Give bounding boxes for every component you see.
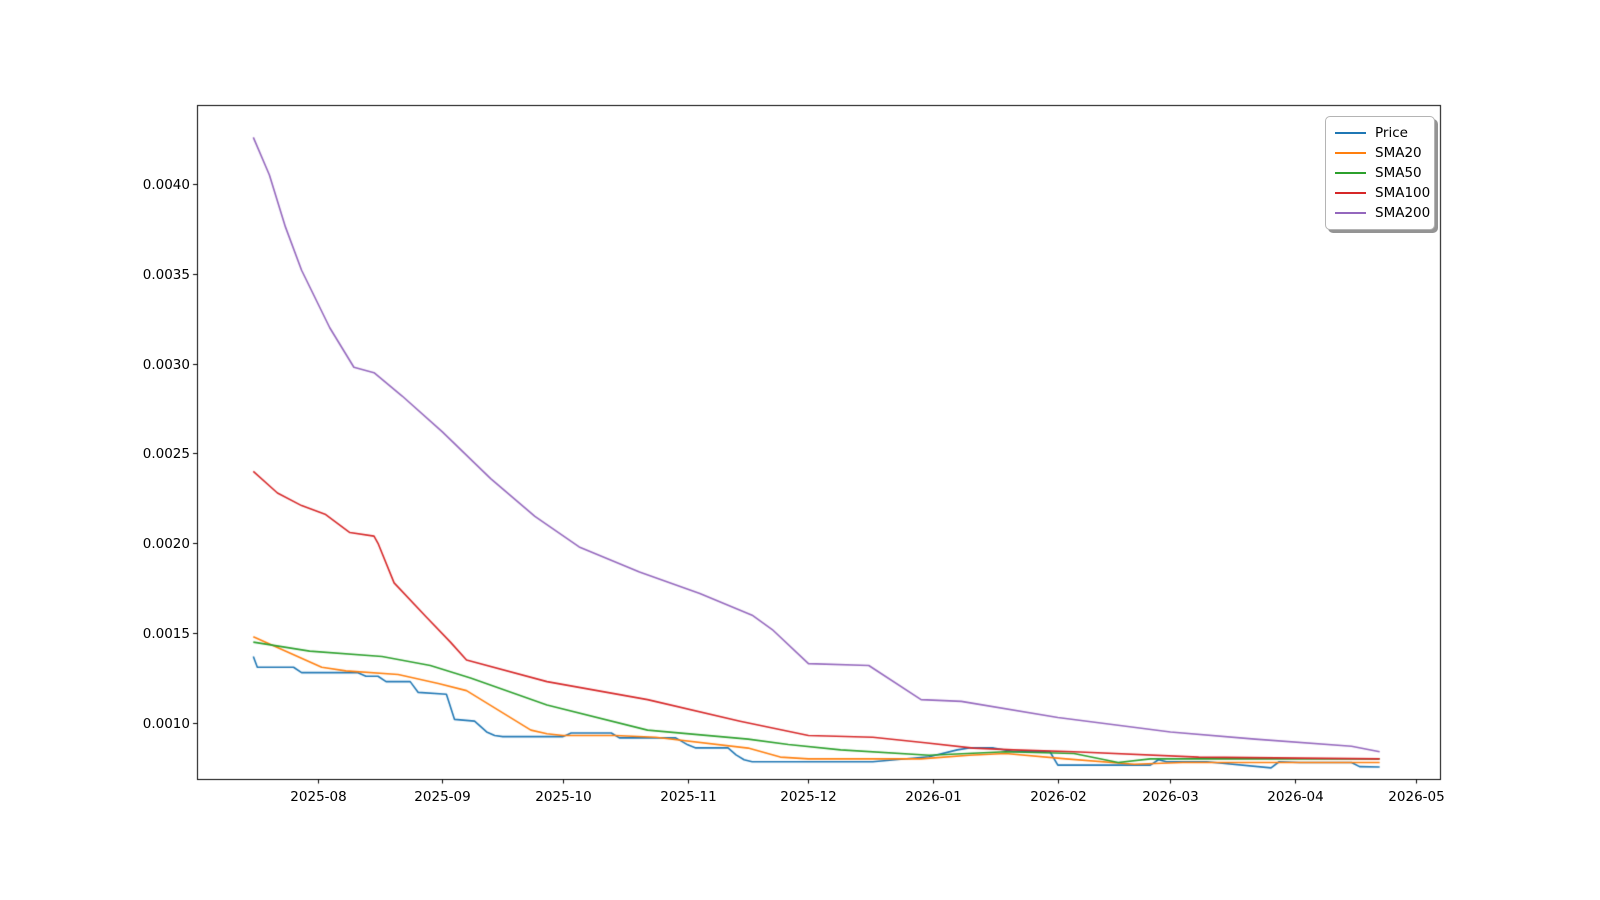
- legend-line-swatch: [1335, 132, 1366, 134]
- legend-label: SMA50: [1375, 165, 1422, 181]
- legend-line-swatch: [1335, 172, 1366, 174]
- legend-label: SMA200: [1375, 205, 1431, 221]
- x-tick-label: 2026-02: [1030, 789, 1087, 805]
- x-tick-label: 2026-04: [1267, 789, 1324, 805]
- legend-label: SMA20: [1375, 145, 1422, 161]
- x-tick-label: 2026-05: [1388, 789, 1445, 805]
- legend-label: Price: [1375, 125, 1408, 141]
- y-tick-label: 0.0040: [142, 176, 190, 193]
- legend-line-swatch: [1335, 192, 1366, 194]
- x-tick-label: 2025-10: [535, 789, 592, 805]
- legend-entry-sma20: SMA20: [1335, 143, 1426, 163]
- y-tick-label: 0.0020: [142, 535, 190, 552]
- x-tick-label: 2025-12: [780, 789, 837, 805]
- legend-entry-price: Price: [1335, 123, 1426, 143]
- x-tick-label: 2026-03: [1142, 789, 1199, 805]
- legend-label: SMA100: [1375, 185, 1431, 201]
- legend-entry-sma50: SMA50: [1335, 163, 1426, 183]
- x-tick-label: 2025-08: [290, 789, 347, 805]
- legend: Price SMA20 SMA50 SMA100 SMA200: [1325, 116, 1435, 230]
- x-tick-label: 2026-01: [905, 789, 962, 805]
- x-tick-label: 2025-11: [660, 789, 717, 805]
- legend-entry-sma100: SMA100: [1335, 183, 1430, 203]
- legend-line-swatch: [1335, 212, 1366, 214]
- y-tick-label: 0.0015: [142, 625, 190, 642]
- legend-line-swatch: [1335, 152, 1366, 154]
- y-tick-label: 0.0035: [142, 266, 190, 283]
- y-tick-label: 0.0010: [142, 715, 190, 732]
- legend-entry-sma200: SMA200: [1335, 203, 1430, 223]
- x-tick-label: 2025-09: [414, 789, 471, 805]
- y-tick-label: 0.0030: [142, 356, 190, 373]
- y-tick-label: 0.0025: [142, 445, 190, 462]
